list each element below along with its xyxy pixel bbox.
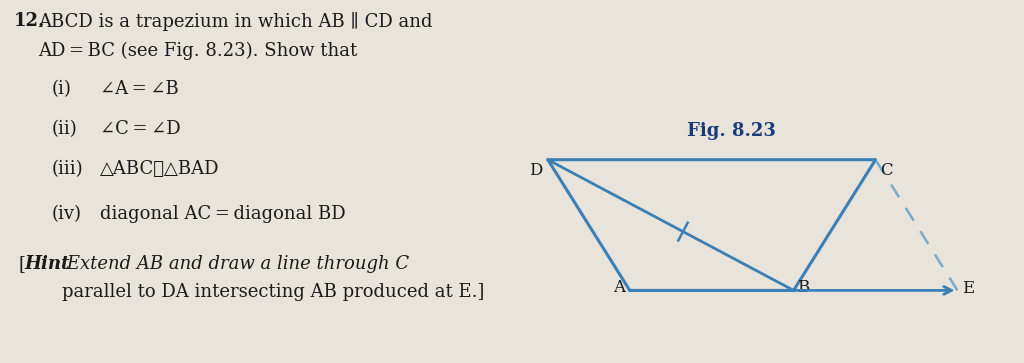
Text: (iii): (iii) (52, 160, 84, 178)
Text: B: B (797, 280, 809, 297)
Text: (ii): (ii) (52, 120, 78, 138)
Text: ABCD is a trapezium in which AB ∥ CD and: ABCD is a trapezium in which AB ∥ CD and (38, 12, 432, 31)
Text: △ABC≅△BAD: △ABC≅△BAD (100, 160, 219, 178)
Text: diagonal AC = diagonal BD: diagonal AC = diagonal BD (100, 205, 346, 223)
Text: Fig. 8.23: Fig. 8.23 (687, 122, 776, 140)
Text: [: [ (18, 255, 25, 273)
Text: D: D (529, 162, 543, 179)
Text: E: E (963, 280, 975, 297)
Text: parallel to DA intersecting AB produced at E.]: parallel to DA intersecting AB produced … (62, 283, 484, 301)
Text: C: C (881, 162, 893, 179)
Text: (iv): (iv) (52, 205, 82, 223)
Text: (i): (i) (52, 80, 72, 98)
Text: ∠C = ∠D: ∠C = ∠D (100, 120, 180, 138)
Text: : Extend AB and draw a line through C: : Extend AB and draw a line through C (55, 255, 410, 273)
Text: AD = BC (see Fig. 8.23). Show that: AD = BC (see Fig. 8.23). Show that (38, 42, 357, 60)
Text: Hint: Hint (24, 255, 70, 273)
Text: 12.: 12. (14, 12, 45, 30)
Text: ∠A = ∠B: ∠A = ∠B (100, 80, 179, 98)
Text: A: A (612, 280, 625, 297)
